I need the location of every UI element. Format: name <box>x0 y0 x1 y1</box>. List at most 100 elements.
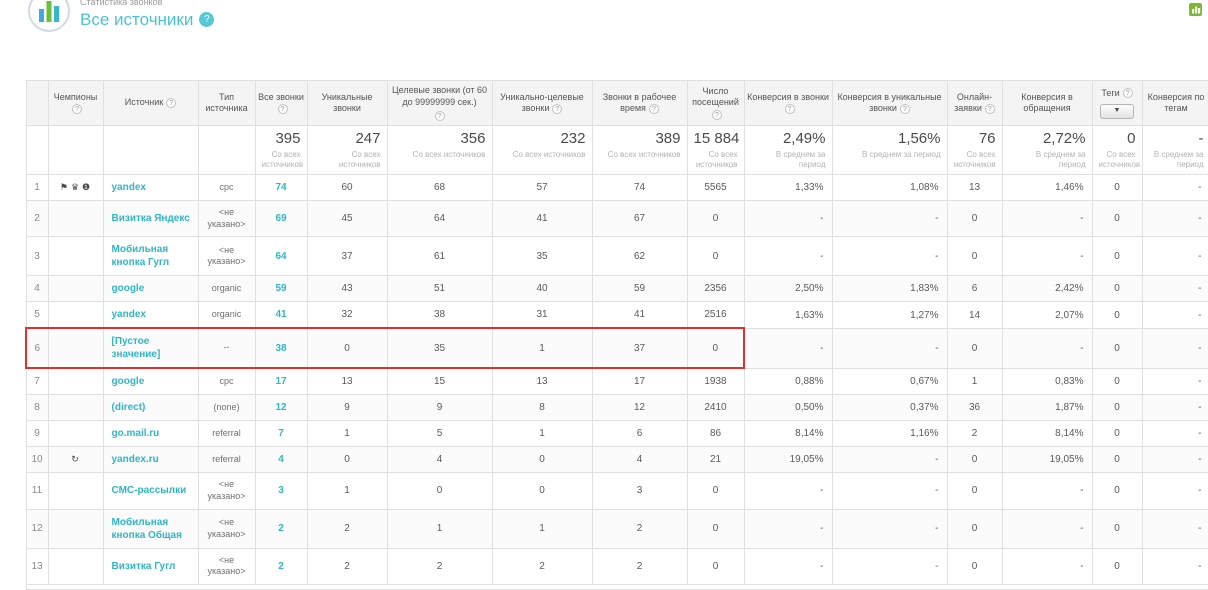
help-icon[interactable]: ? <box>648 103 659 114</box>
target-calls-cell: 4 <box>386 446 493 474</box>
col-conv-calls[interactable]: Конверсия в звонки? <box>743 79 833 127</box>
col-all-calls[interactable]: Все звонки? <box>254 79 308 127</box>
conv-unique-calls-cell: - <box>831 547 948 586</box>
all-calls-link[interactable]: 38 <box>254 327 308 370</box>
conv-tags-cell: - <box>1141 275 1208 303</box>
col-work-time-calls[interactable]: Звонки в рабочее время? <box>591 79 688 127</box>
table-row[interactable]: 10 ↻ yandex.ru referral 4 0 4 0 4 21 19,… <box>25 446 1208 474</box>
source-link[interactable]: (direct) <box>102 394 199 422</box>
target-calls-cell: 5 <box>386 420 493 448</box>
tags-count-cell: 0 <box>1091 301 1143 329</box>
col-source[interactable]: Источник? <box>102 79 199 127</box>
target-calls-cell: 1 <box>386 508 493 549</box>
source-link[interactable]: google <box>102 275 199 303</box>
col-unique-calls[interactable]: Уникальные звонки <box>306 79 388 127</box>
help-icon[interactable]: ? <box>784 103 795 114</box>
col-source-type[interactable]: Тип источника <box>197 79 256 127</box>
unique-calls-cell: 45 <box>306 199 388 238</box>
table-row[interactable]: 4 google organic 59 43 51 40 59 2356 2,5… <box>25 275 1208 303</box>
table-row[interactable]: 2 Визитка Яндекс <не указано> 69 45 64 4… <box>25 199 1208 238</box>
page-subtitle: Статистика звонков <box>80 0 163 7</box>
conv-contacts-cell: 19,05% <box>1001 446 1093 474</box>
source-link[interactable]: go.mail.ru <box>102 420 199 448</box>
summary-unique-calls: 247 Со всех источников <box>306 125 388 175</box>
tags-count-cell: 0 <box>1091 327 1143 369</box>
all-calls-link[interactable]: 41 <box>254 301 308 329</box>
all-calls-link[interactable]: 7 <box>254 420 308 448</box>
source-type-cell: referral <box>197 420 256 448</box>
table-row[interactable]: 13 Визитка Гугл <не указано> 2 2 2 2 2 0… <box>25 547 1208 586</box>
all-calls-link[interactable]: 64 <box>254 236 308 277</box>
all-calls-link[interactable]: 74 <box>254 173 308 201</box>
table-row[interactable]: 11 СМС-рассылки <не указано> 3 1 0 0 3 0… <box>25 472 1208 510</box>
conv-contacts-cell: 2,42% <box>1001 275 1093 303</box>
table-row[interactable]: 1 ⚑ ♛ ❶ yandex cpc 74 60 68 57 74 5565 1,3… <box>25 173 1208 201</box>
all-calls-link[interactable]: 69 <box>254 199 308 238</box>
online-leads-cell: 1 <box>946 367 1003 396</box>
source-link[interactable]: Визитка Яндекс <box>102 199 199 238</box>
help-icon[interactable]: ? <box>277 103 288 114</box>
table-row[interactable]: 8 (direct) (none) 12 9 9 8 12 2410 0,50%… <box>25 394 1208 422</box>
online-leads-cell: 0 <box>946 446 1003 474</box>
col-online-leads[interactable]: Онлайн-заявки? <box>946 79 1003 127</box>
unique-target-calls-cell: 40 <box>491 275 593 303</box>
col-champions[interactable]: Чемпионы? <box>47 79 104 127</box>
table-row[interactable]: 12 Мобильная кнопка Общая <не указано> 2… <box>25 508 1208 549</box>
target-calls-cell: 61 <box>386 236 493 277</box>
col-label: Конверсия по тегам <box>1147 91 1205 114</box>
table-row[interactable]: 5 yandex organic 41 32 38 31 41 2516 1,6… <box>25 301 1208 329</box>
source-link[interactable]: yandex <box>102 173 199 201</box>
champions-cell <box>47 508 104 549</box>
table-row[interactable]: 3 Мобильная кнопка Гугл <не указано> 64 … <box>25 236 1208 277</box>
summary-conv-unique-calls: 1,56% В среднем за период <box>831 125 948 175</box>
col-label: Чемпионы <box>53 91 98 102</box>
widget-icon[interactable] <box>1189 3 1202 16</box>
table-row[interactable]: 9 go.mail.ru referral 7 1 5 1 6 86 8,14%… <box>25 420 1208 448</box>
source-link[interactable]: google <box>102 367 199 396</box>
help-icon[interactable]: ? <box>1122 88 1133 99</box>
source-link[interactable]: СМС-рассылки <box>102 472 199 510</box>
online-leads-cell: 0 <box>946 327 1003 369</box>
all-calls-link[interactable]: 59 <box>254 275 308 303</box>
all-calls-link[interactable]: 2 <box>254 547 308 586</box>
source-link[interactable]: Мобильная кнопка Гугл <box>102 236 199 277</box>
visits-cell: 0 <box>686 327 745 370</box>
all-calls-link[interactable]: 12 <box>254 394 308 422</box>
table-row[interactable]: 6 [Пустое значение] -- 38 0 35 1 37 0 - … <box>25 327 1208 370</box>
source-link[interactable]: yandex.ru <box>102 446 199 474</box>
col-tags[interactable]: Теги? ▼ <box>1091 79 1143 127</box>
all-calls-link[interactable]: 4 <box>254 446 308 474</box>
table-body: 1 ⚑ ♛ ❶ yandex cpc 74 60 68 57 74 5565 1,3… <box>25 173 1208 590</box>
unique-target-calls-cell: 1 <box>491 327 593 370</box>
help-icon[interactable]: ? <box>712 109 722 120</box>
source-link[interactable]: Мобильная кнопка Общая <box>102 508 199 549</box>
source-link[interactable]: yandex <box>102 301 199 329</box>
tags-filter-button[interactable]: ▼ <box>1100 103 1134 119</box>
col-target-calls[interactable]: Целевые звонки (от 60 до 99999999 сек.)? <box>386 79 493 127</box>
medal-icon: ❶ <box>82 181 92 192</box>
col-conv-unique-calls[interactable]: Конверсия в уникальные звонки? <box>831 79 948 127</box>
col-conv-tags[interactable]: Конверсия по тегам <box>1141 79 1208 127</box>
title-help-icon[interactable]: ? <box>199 12 215 28</box>
work-time-calls-cell: 3 <box>591 472 688 510</box>
help-icon[interactable]: ? <box>72 103 82 114</box>
help-icon[interactable]: ? <box>984 103 995 114</box>
conv-unique-calls-cell: - <box>831 446 948 474</box>
unique-calls-cell: 60 <box>306 173 388 201</box>
help-icon[interactable]: ? <box>434 111 445 122</box>
col-visits[interactable]: Число посещений? <box>686 79 745 127</box>
help-icon[interactable]: ? <box>166 97 177 108</box>
source-link[interactable]: Визитка Гугл <box>102 547 199 586</box>
col-conv-contacts[interactable]: Конверсия в обращения <box>1001 79 1093 127</box>
col-unique-target-calls[interactable]: Уникально-целевые звонки? <box>491 79 593 127</box>
help-icon[interactable]: ? <box>552 103 563 114</box>
all-calls-link[interactable]: 17 <box>254 367 308 396</box>
help-icon[interactable]: ? <box>899 103 910 114</box>
tags-count-cell: 0 <box>1091 173 1143 201</box>
source-link[interactable]: [Пустое значение] <box>102 327 199 370</box>
all-calls-link[interactable]: 2 <box>254 508 308 549</box>
row-number: 3 <box>25 236 49 277</box>
all-calls-link[interactable]: 3 <box>254 472 308 510</box>
table-row[interactable]: 7 google cpc 17 13 15 13 17 1938 0,88% 0… <box>25 367 1208 396</box>
champions-cell <box>47 199 104 238</box>
